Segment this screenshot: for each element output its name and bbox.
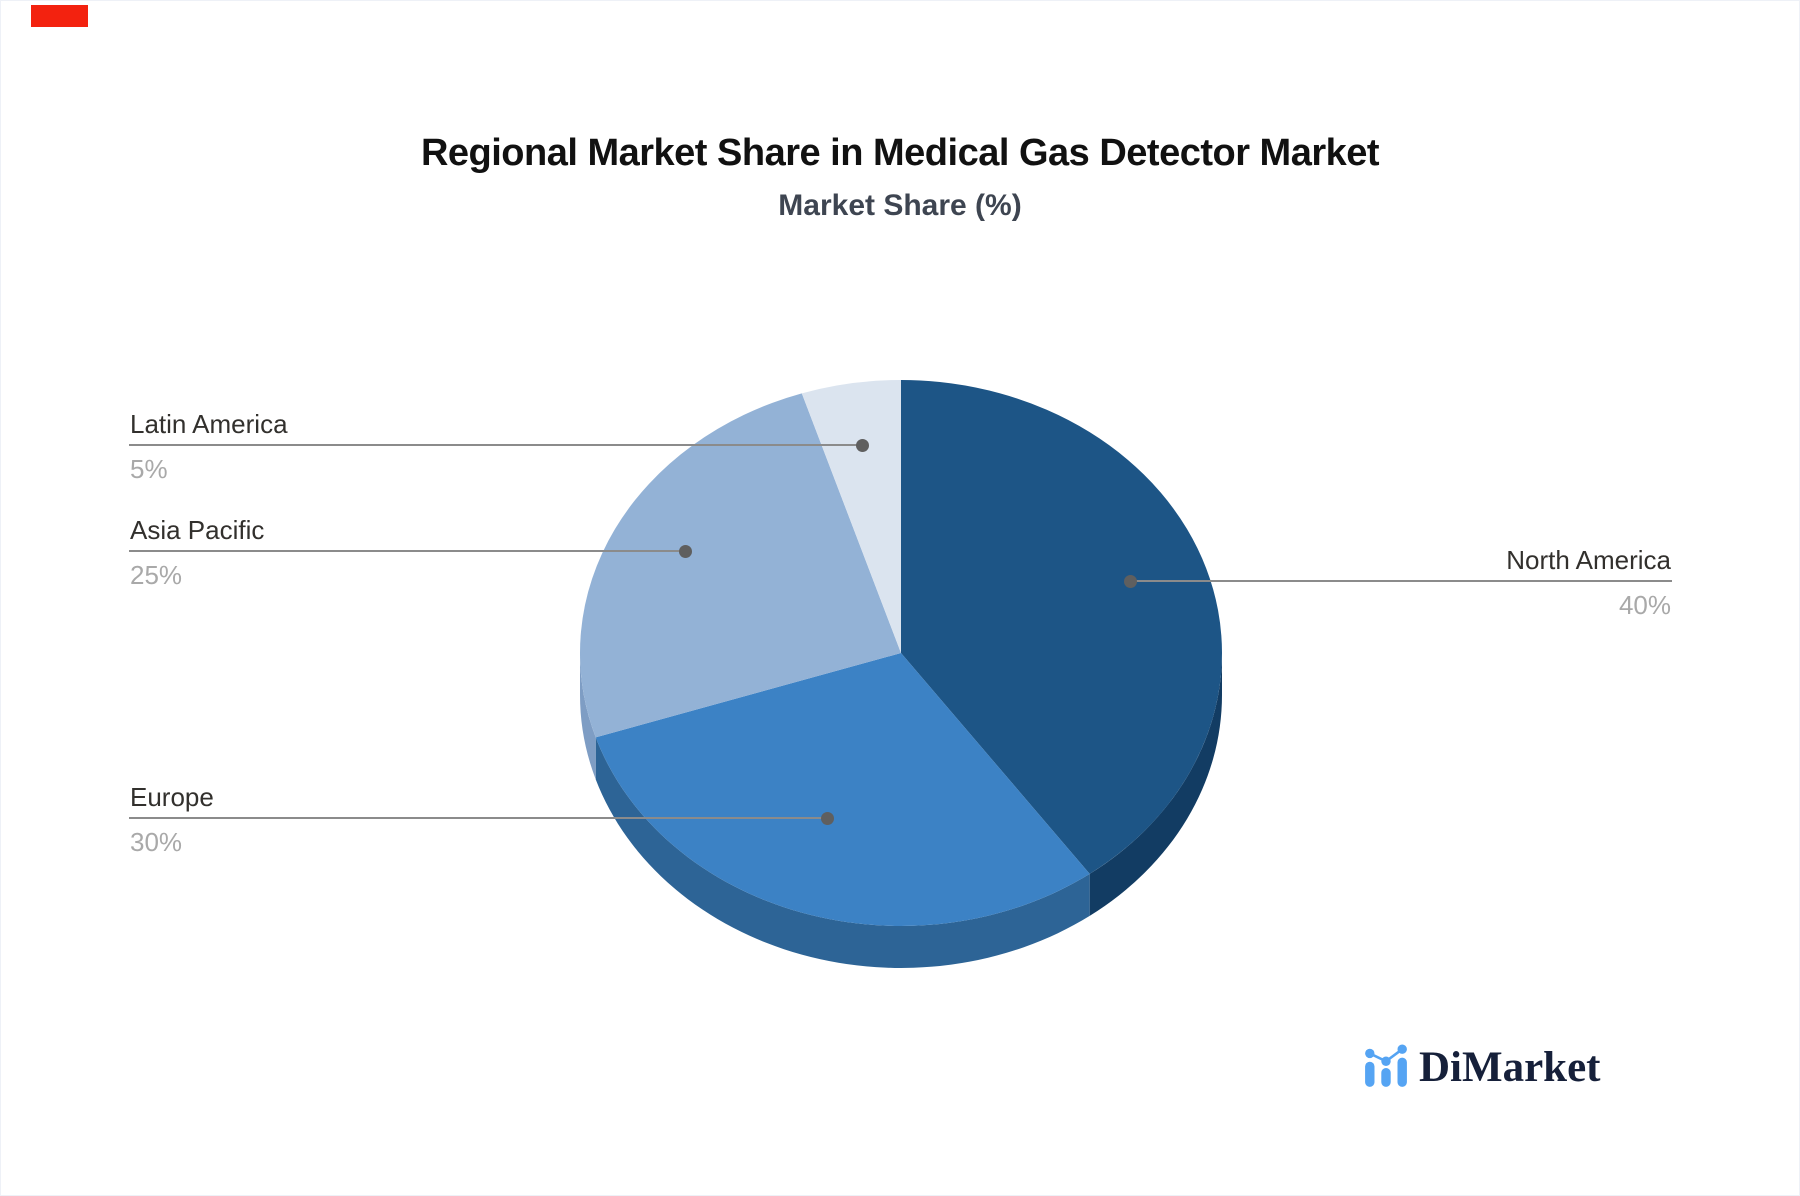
logo-text: DiMarket [1419,1043,1601,1091]
corner-marker [31,5,88,27]
slice-label: Europe [130,782,214,812]
chart-title: Regional Market Share in Medical Gas Det… [420,132,1380,174]
callout-dot [679,545,692,558]
slice-value: 25% [130,560,183,590]
slice-label: Latin America [130,409,288,439]
slice-label: North America [1506,545,1671,575]
pie-slice-side-asia-pacific [580,653,596,780]
pie-slice-side-north-america [1089,653,1222,916]
callout-line [1129,580,1672,582]
slice-label: Asia Pacific [130,515,265,545]
slice-value: 5% [130,454,168,484]
callout-line [129,550,687,552]
slice-value: 30% [130,827,183,857]
callout-dot [821,812,834,825]
chart-subtitle: Market Share (%) [778,189,1022,222]
slice-value: 40% [1618,590,1671,620]
pie-slice-north-america[interactable] [901,380,1222,874]
callout-line [129,817,829,819]
callout-dot [856,439,869,452]
bar-chart-icon [1365,1044,1407,1087]
callout-dot [1124,575,1137,588]
dimarket-logo: DiMarket [1363,1041,1601,1093]
pie-slice-side-europe [595,737,1090,968]
pie-slice-latin-america[interactable] [801,380,901,653]
pie-slice-europe[interactable] [595,653,1090,926]
pie-slice-asia-pacific[interactable] [579,393,901,738]
callout-line [129,444,864,446]
